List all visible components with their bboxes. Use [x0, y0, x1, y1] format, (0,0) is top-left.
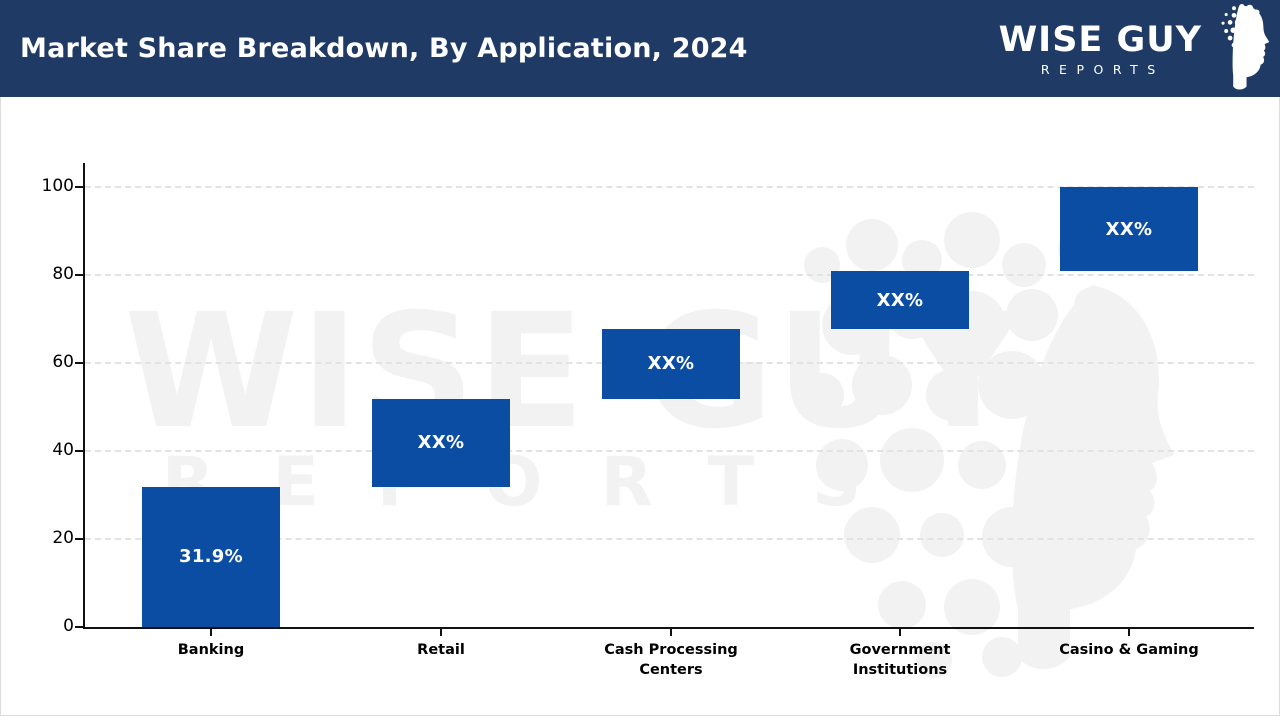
y-tick-mark — [75, 186, 84, 188]
x-tick-mark — [899, 629, 901, 636]
bar-value-label: XX% — [647, 353, 695, 375]
brand-wordmark-line2: REPORTS — [1040, 61, 1165, 77]
chart-canvas: WISE GUY REPORTS 0 20 40 60 80 100 31.9% Bankin… — [0, 97, 1280, 720]
bar-value-label: 31.9% — [179, 546, 243, 568]
x-category-label: Retail — [331, 640, 551, 660]
x-category-label-line: Banking — [177, 642, 245, 658]
x-category-label-line: Institutions — [852, 662, 948, 678]
page-title: Market Share Breakdown, By Application, … — [20, 33, 748, 64]
waterfall-bar: XX% — [1060, 187, 1198, 272]
y-tick-mark — [75, 538, 84, 540]
waterfall-bar: XX% — [372, 398, 510, 487]
y-tick-mark — [75, 450, 84, 452]
y-tick-label: 60 — [52, 352, 74, 372]
brand-head-icon — [1221, 3, 1270, 90]
y-gridline — [85, 274, 1254, 276]
x-tick-mark — [1128, 629, 1130, 636]
waterfall-bar: 31.9% — [142, 486, 280, 627]
bar-value-label: XX% — [417, 432, 465, 454]
x-category-label-line: Centers — [639, 662, 703, 678]
brand-logo: WISE GUY REPORTS — [999, 0, 1274, 97]
brand-wordmark: WISE GUY REPORTS — [998, 19, 1202, 77]
waterfall-bar: XX% — [831, 271, 969, 330]
waterfall-bar: XX% — [602, 329, 740, 399]
y-gridline — [85, 538, 1254, 540]
x-axis-line — [83, 627, 1254, 629]
x-category-label-line: Casino & Gaming — [1059, 642, 1199, 658]
x-category-label: Government Institutions — [790, 640, 1010, 680]
y-tick-label: 40 — [52, 440, 74, 460]
header-bar: Market Share Breakdown, By Application, … — [0, 0, 1280, 97]
y-tick-label: 100 — [41, 176, 74, 196]
x-category-label: Banking — [101, 640, 321, 660]
y-tick-mark — [75, 274, 84, 276]
x-tick-mark — [210, 629, 212, 636]
y-axis-line — [83, 163, 85, 629]
watermark-head-icon — [800, 212, 1174, 678]
y-gridline — [85, 450, 1254, 452]
x-tick-mark — [440, 629, 442, 636]
y-tick-label: 80 — [52, 264, 74, 284]
bar-value-label: XX% — [1105, 218, 1153, 240]
x-category-label-line: Retail — [417, 642, 465, 658]
x-category-label-line: Government — [849, 642, 951, 658]
bar-value-label: XX% — [876, 289, 924, 311]
x-category-label-line: Cash Processing — [604, 642, 738, 658]
brand-wordmark-line1: WISE GUY — [998, 19, 1202, 60]
y-tick-mark — [75, 362, 84, 364]
y-tick-mark — [75, 626, 84, 628]
x-category-label: Casino & Gaming — [1019, 640, 1239, 660]
y-tick-label: 20 — [52, 528, 74, 548]
x-tick-mark — [670, 629, 672, 636]
y-tick-label: 0 — [63, 616, 74, 636]
x-category-label: Cash Processing Centers — [561, 640, 781, 680]
y-gridline — [85, 186, 1254, 188]
